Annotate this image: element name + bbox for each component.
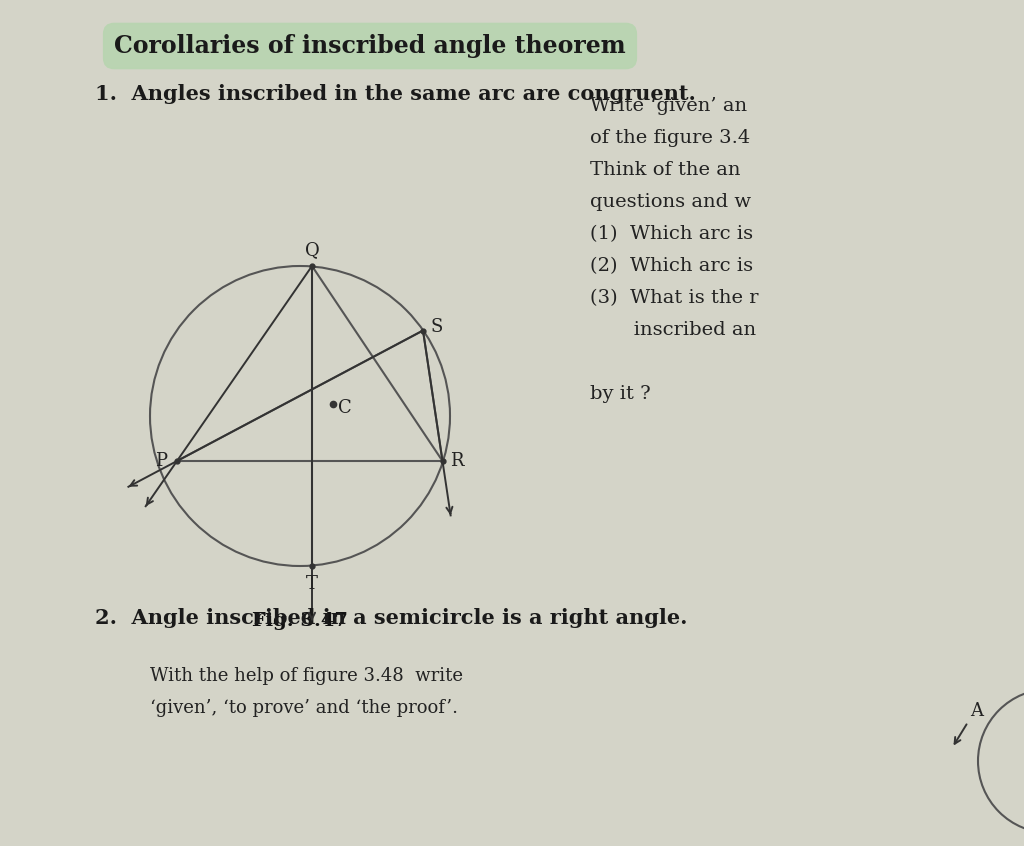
Text: 2.  Angle inscribed in a semicircle is a right angle.: 2. Angle inscribed in a semicircle is a …: [95, 608, 687, 628]
Text: Write ‘given’ an: Write ‘given’ an: [590, 97, 748, 115]
Text: Think of the an: Think of the an: [590, 161, 740, 179]
Text: C: C: [338, 399, 352, 417]
Text: questions and w: questions and w: [590, 193, 752, 211]
Text: Q: Q: [304, 241, 319, 259]
Text: P: P: [155, 452, 167, 470]
Text: (3)  What is the r: (3) What is the r: [590, 289, 759, 307]
Text: of the figure 3.4: of the figure 3.4: [590, 129, 751, 147]
Text: S: S: [431, 317, 443, 336]
Text: Corollaries of inscribed angle theorem: Corollaries of inscribed angle theorem: [115, 34, 626, 58]
Text: ‘given’, ‘to prove’ and ‘the proof’.: ‘given’, ‘to prove’ and ‘the proof’.: [150, 699, 458, 717]
Text: by it ?: by it ?: [590, 385, 650, 403]
Text: inscribed an: inscribed an: [590, 321, 756, 339]
Text: (1)  Which arc is: (1) Which arc is: [590, 225, 753, 243]
Text: Fig. 3.47: Fig. 3.47: [252, 612, 348, 630]
Text: A: A: [970, 702, 983, 720]
Text: T: T: [306, 575, 317, 593]
Text: R: R: [450, 452, 463, 470]
Text: (2)  Which arc is: (2) Which arc is: [590, 257, 753, 275]
Text: With the help of figure 3.48  write: With the help of figure 3.48 write: [150, 667, 463, 685]
Text: 1.  Angles inscribed in the same arc are congruent.: 1. Angles inscribed in the same arc are …: [95, 84, 696, 104]
